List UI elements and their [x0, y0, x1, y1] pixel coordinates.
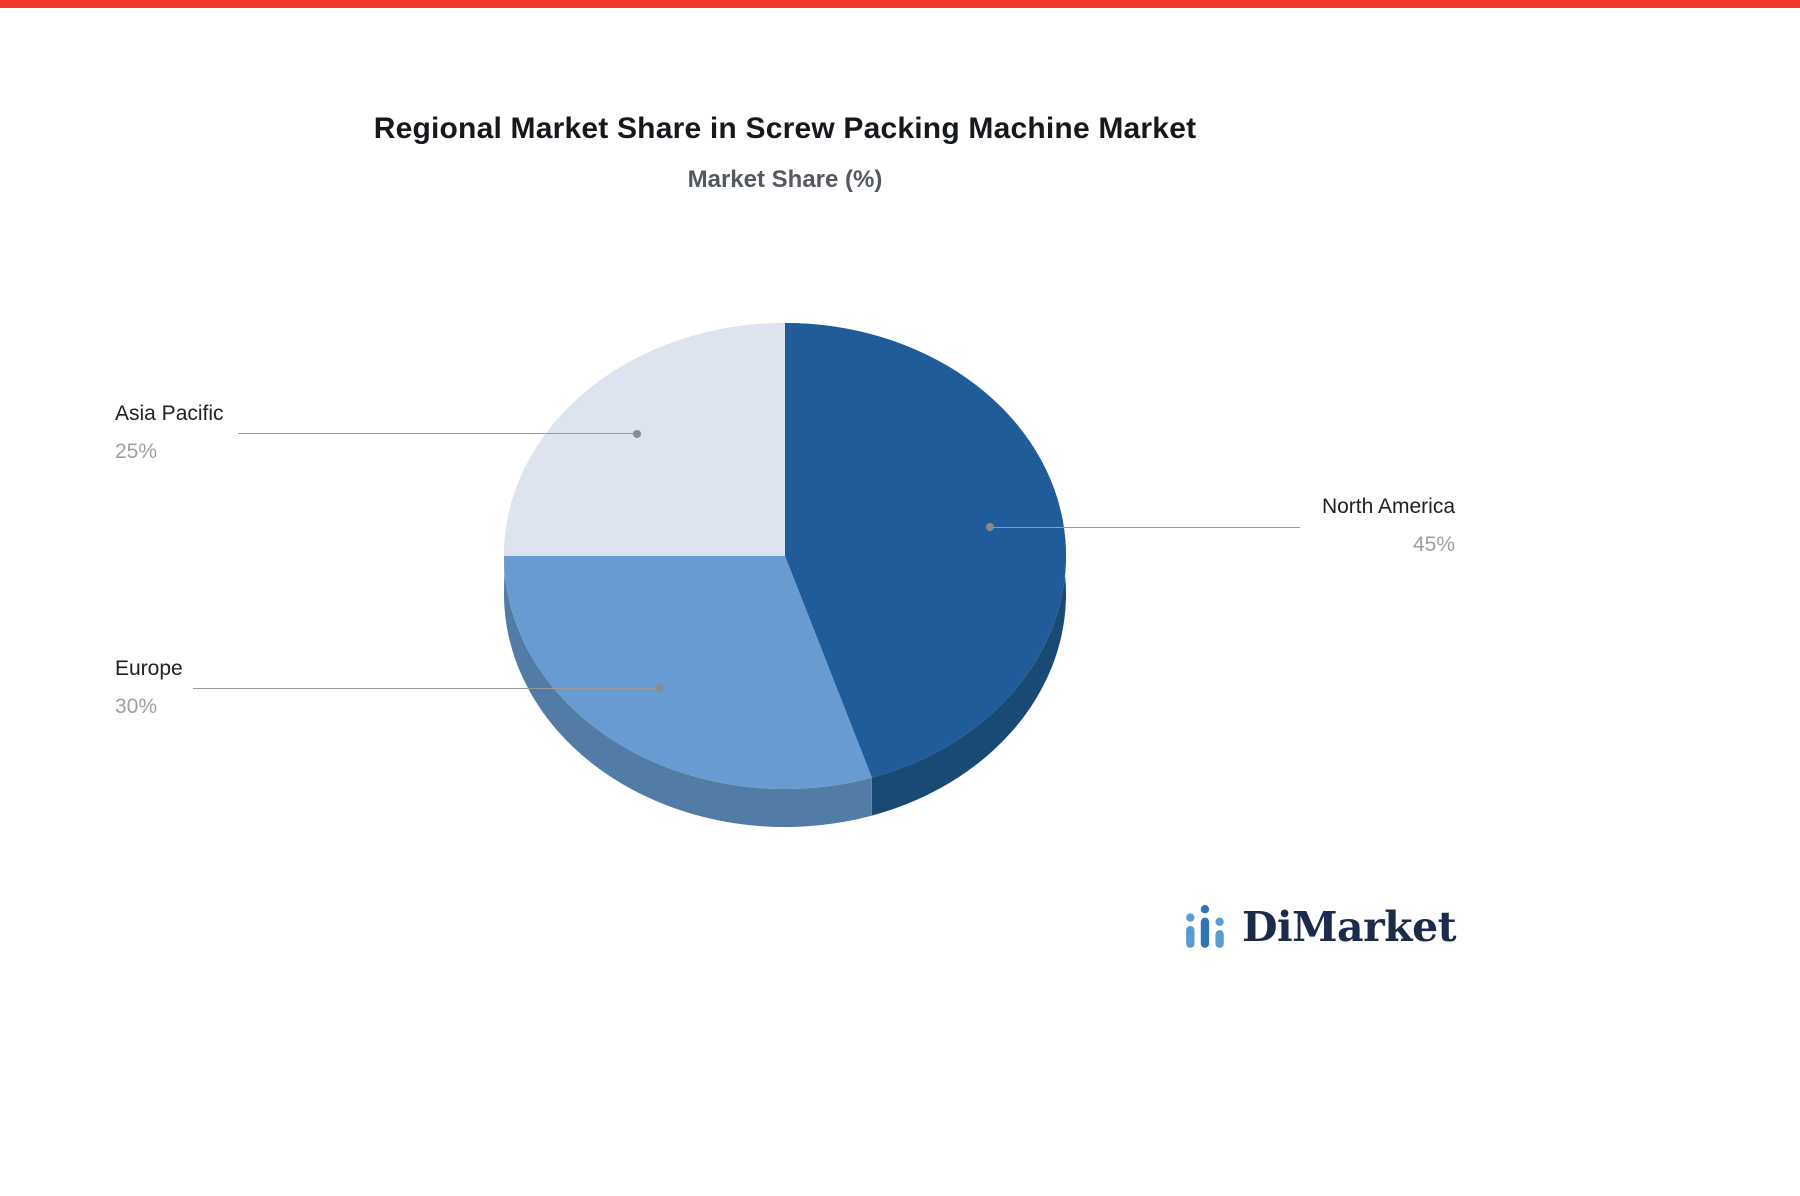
slice-value: 25% [115, 440, 158, 464]
logo-text: DiMarket [1242, 903, 1457, 951]
pie-slice-depth-asia-pacific [504, 323, 785, 594]
dimarket-logo: DiMarket [1183, 903, 1457, 951]
slice-label: North America [1321, 495, 1455, 518]
leader-dot-asia-pacific [633, 430, 641, 438]
pie-slice-depth-north-america [785, 323, 1067, 816]
leader-line-asia-pacific [238, 433, 637, 434]
slice-label: Asia Pacific [115, 402, 224, 425]
leader-dot-north-america [986, 523, 994, 531]
leader-line-europe [193, 688, 660, 689]
leader-line-north-america [992, 527, 1300, 528]
top-accent-bar [0, 0, 1800, 8]
pie-slice-north-america [785, 323, 1067, 778]
chart-title: Regional Market Share in Screw Packing M… [373, 112, 1197, 145]
chart-subtitle: Market Share (%) [687, 166, 883, 193]
pie-slice-europe [503, 556, 872, 790]
callout-north-america: North America 45% [1322, 495, 1455, 556]
bar-chart-logo-icon [1186, 905, 1224, 948]
pie-slice-depth-europe [503, 556, 872, 827]
pie-slice-asia-pacific [504, 323, 785, 556]
slice-value: 45% [1412, 533, 1455, 557]
slice-label: Europe [115, 657, 183, 680]
leader-dot-europe [656, 684, 664, 692]
callout-asia-pacific: Asia Pacific 25% [115, 402, 224, 463]
callout-europe: Europe 30% [115, 657, 183, 718]
slice-value: 30% [115, 695, 158, 719]
